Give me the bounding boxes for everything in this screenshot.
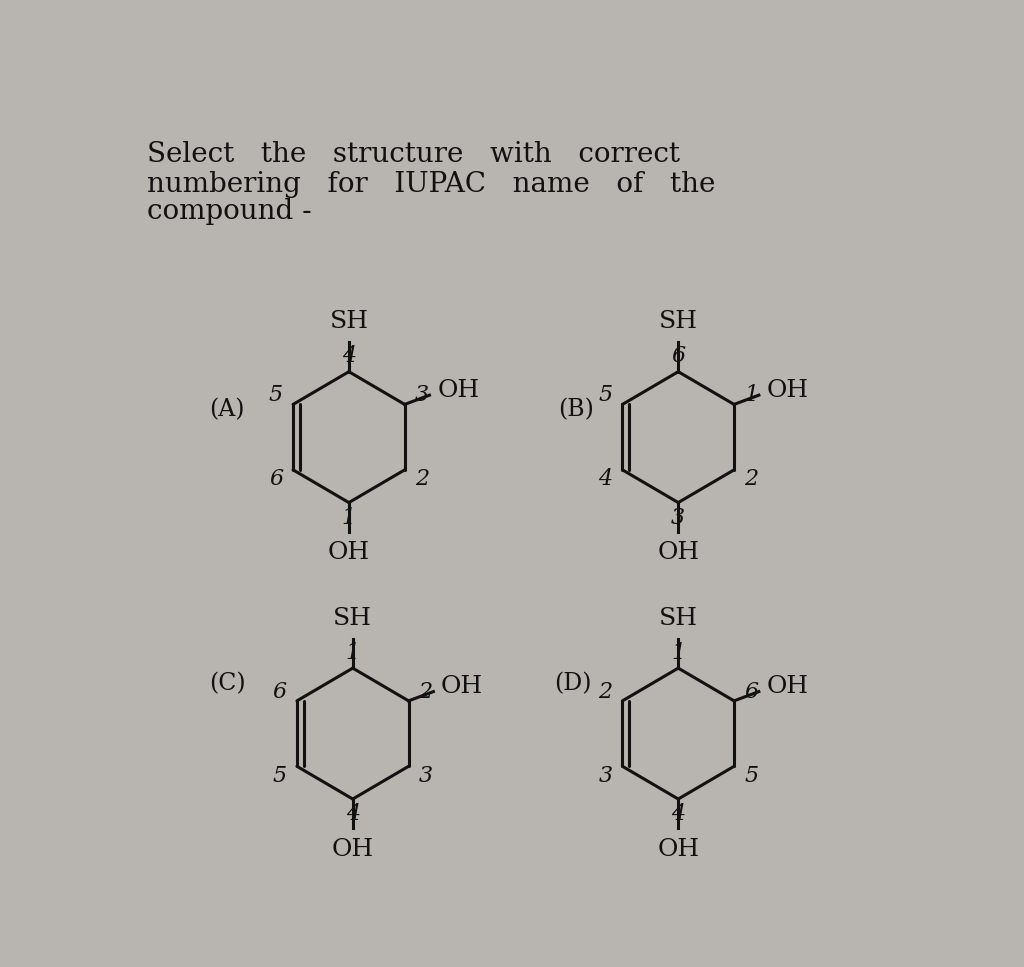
- Text: 3: 3: [598, 765, 612, 786]
- Text: 2: 2: [415, 468, 429, 490]
- Text: 3: 3: [671, 507, 685, 529]
- Text: SH: SH: [330, 310, 369, 334]
- Text: OH: OH: [441, 676, 483, 698]
- Text: 2: 2: [419, 681, 433, 703]
- Text: (D): (D): [554, 672, 592, 695]
- Text: 2: 2: [598, 681, 612, 703]
- Text: (B): (B): [558, 398, 594, 422]
- Text: OH: OH: [657, 542, 699, 564]
- Text: Select   the   structure   with   correct: Select the structure with correct: [147, 140, 680, 167]
- Text: 3: 3: [415, 384, 429, 406]
- Text: compound -: compound -: [147, 198, 312, 225]
- Text: OH: OH: [657, 837, 699, 861]
- Text: 1: 1: [342, 507, 356, 529]
- Text: 6: 6: [671, 345, 685, 367]
- Text: 1: 1: [671, 642, 685, 663]
- Text: 3: 3: [419, 765, 433, 786]
- Text: 5: 5: [598, 384, 612, 406]
- Text: 4: 4: [598, 468, 612, 490]
- Text: OH: OH: [328, 542, 370, 564]
- Text: 6: 6: [272, 681, 287, 703]
- Text: 5: 5: [272, 765, 287, 786]
- Text: 6: 6: [269, 468, 283, 490]
- Text: 6: 6: [744, 681, 758, 703]
- Text: OH: OH: [767, 676, 809, 698]
- Text: OH: OH: [437, 379, 479, 402]
- Text: 5: 5: [269, 384, 283, 406]
- Text: OH: OH: [332, 837, 374, 861]
- Text: (C): (C): [209, 672, 246, 695]
- Text: SH: SH: [333, 606, 373, 630]
- Text: 1: 1: [346, 642, 359, 663]
- Text: numbering   for   IUPAC   name   of   the: numbering for IUPAC name of the: [147, 171, 716, 198]
- Text: SH: SH: [658, 310, 697, 334]
- Text: 4: 4: [671, 804, 685, 826]
- Text: SH: SH: [658, 606, 697, 630]
- Text: 2: 2: [744, 468, 758, 490]
- Text: 4: 4: [342, 345, 356, 367]
- Text: 1: 1: [744, 384, 758, 406]
- Text: 5: 5: [744, 765, 758, 786]
- Text: (A): (A): [209, 398, 245, 422]
- Text: OH: OH: [767, 379, 809, 402]
- Text: 4: 4: [346, 804, 359, 826]
